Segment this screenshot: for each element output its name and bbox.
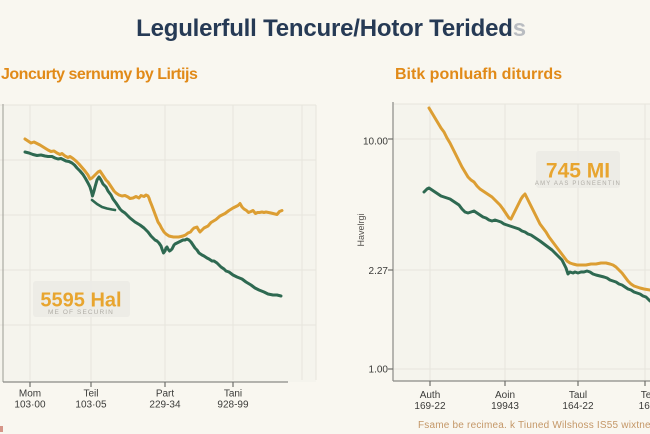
svg-text:2.27: 2.27 bbox=[369, 266, 389, 277]
svg-text:10.00: 10.00 bbox=[363, 137, 388, 148]
svg-text:169-22: 169-22 bbox=[414, 401, 446, 412]
svg-text:229-34: 229-34 bbox=[149, 400, 181, 411]
svg-text:19943: 19943 bbox=[491, 401, 519, 412]
svg-text:928-99: 928-99 bbox=[217, 400, 249, 411]
svg-text:169: 169 bbox=[639, 401, 650, 412]
svg-text:AMY AAS PIGNEENTIN: AMY AAS PIGNEENTIN bbox=[535, 181, 621, 187]
svg-text:Taul: Taul bbox=[569, 390, 587, 401]
svg-text:Part: Part bbox=[156, 389, 175, 400]
svg-text:5595 Hal: 5595 Hal bbox=[40, 290, 121, 312]
svg-text:Aoin: Aoin bbox=[495, 390, 515, 401]
svg-text:164-22: 164-22 bbox=[562, 401, 594, 412]
svg-text:Auth: Auth bbox=[420, 390, 441, 401]
svg-text:Teil: Teil bbox=[83, 389, 98, 400]
svg-text:745 MI: 745 MI bbox=[546, 160, 610, 183]
svg-text:Tani: Tani bbox=[224, 389, 242, 400]
svg-text:Havelrgi: Havelrgi bbox=[356, 213, 366, 246]
svg-text:Fsame be recimea. k Tiuned Wil: Fsame be recimea. k Tiuned Wilshoss IS55… bbox=[418, 420, 650, 431]
svg-text:Mom: Mom bbox=[19, 389, 41, 400]
svg-text:Te: Te bbox=[641, 390, 650, 401]
svg-text:ME OF SECURIN: ME OF SECURIN bbox=[48, 309, 114, 316]
svg-text:103·00: 103·00 bbox=[14, 400, 46, 411]
svg-text:1.00: 1.00 bbox=[369, 365, 389, 376]
svg-text:103·05: 103·05 bbox=[75, 400, 107, 411]
